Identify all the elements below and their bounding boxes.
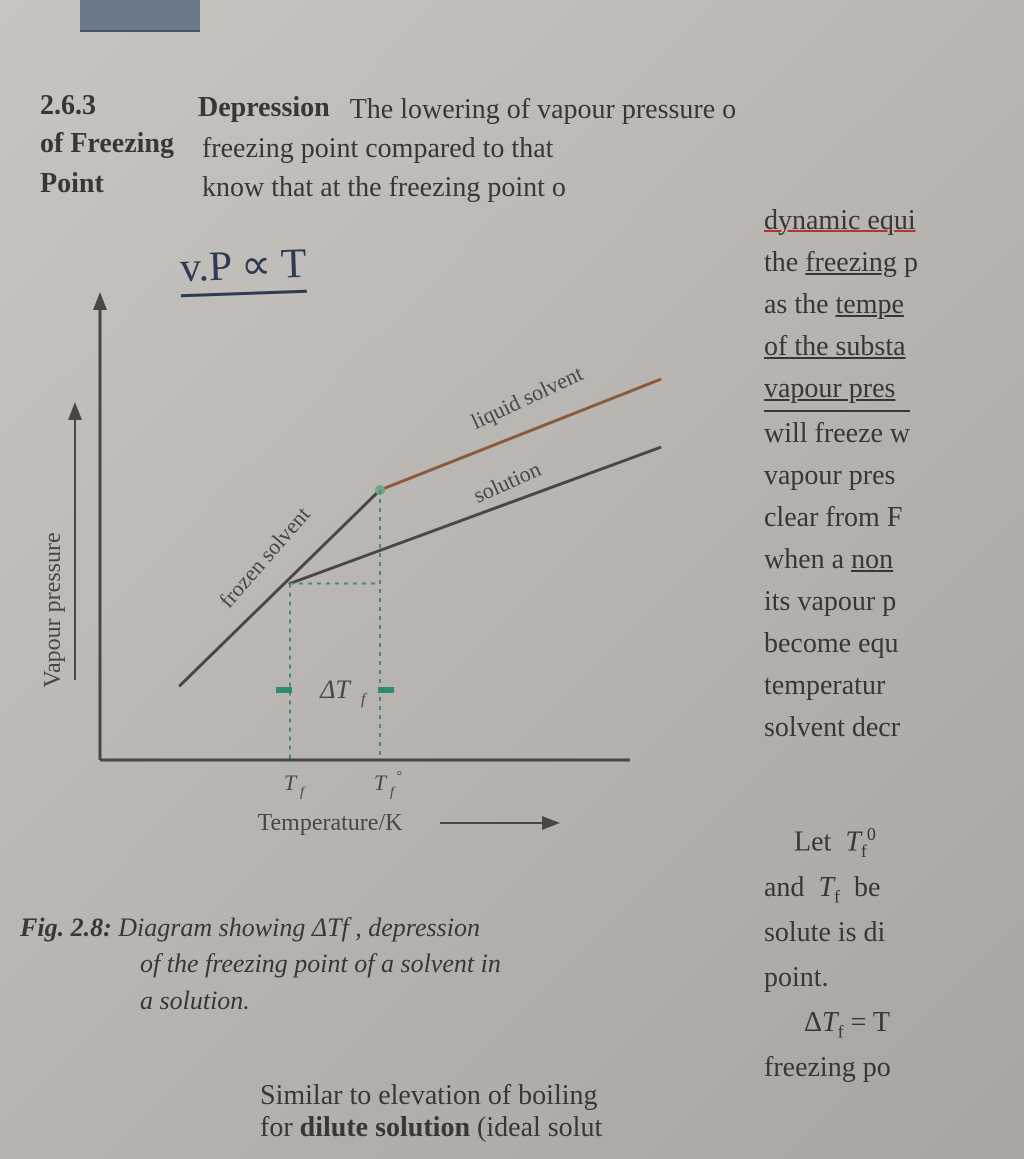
r11: temperatur bbox=[764, 665, 1024, 707]
r6: vapour pres bbox=[764, 455, 1024, 497]
caption-l3: a solution. bbox=[140, 986, 250, 1015]
svg-text:liquid solvent: liquid solvent bbox=[467, 360, 587, 434]
br-l3: point. bbox=[764, 956, 1024, 1001]
svg-text:Vapour pressure: Vapour pressure bbox=[40, 532, 66, 687]
svg-text:T: T bbox=[374, 770, 388, 795]
r5: will freeze w bbox=[764, 410, 1024, 455]
body-l2: freezing point compared to that bbox=[202, 129, 736, 168]
br-l2: solute is di bbox=[764, 911, 1024, 956]
freezing-point-chart: Vapour pressureΔTfTfTf°Temperature/Kfroz… bbox=[30, 260, 670, 880]
section-title-l1: Depression bbox=[198, 90, 330, 129]
r7: clear from F bbox=[764, 497, 1024, 539]
body-l1: The lowering of vapour pressure o bbox=[350, 90, 736, 129]
svg-text:Temperature/K: Temperature/K bbox=[258, 810, 404, 836]
header-tab bbox=[80, 0, 200, 32]
svg-text:solution: solution bbox=[469, 456, 544, 508]
bottom-paragraph: Similar to elevation of boiling for dilu… bbox=[260, 1080, 1020, 1144]
svg-text:°: ° bbox=[396, 769, 402, 784]
r8: when a non bbox=[764, 539, 1024, 581]
r9: its vapour p bbox=[764, 581, 1024, 623]
r12: solvent decr bbox=[764, 707, 1024, 749]
caption-l2: of the freezing point of a solvent in bbox=[140, 949, 501, 978]
section-header: 2.6.3 of Freezing Point Depression The l… bbox=[40, 90, 1004, 208]
bottom-right-col: Let Tf0 and Tf be solute is di point. ΔT… bbox=[764, 820, 1024, 1091]
svg-text:ΔT: ΔT bbox=[319, 675, 351, 704]
section-title-l2: of Freezing bbox=[40, 126, 174, 162]
section-number: 2.6.3 of Freezing Point bbox=[40, 90, 174, 203]
svg-text:T: T bbox=[284, 770, 298, 795]
section-number-text: 2.6.3 bbox=[40, 90, 174, 122]
body-l3: know that at the freezing point o bbox=[202, 168, 736, 207]
and-tf: and Tf be bbox=[764, 866, 1024, 911]
r2: as the tempe bbox=[764, 284, 1024, 326]
bottom-l2: for dilute solution (ideal solut bbox=[260, 1112, 1020, 1144]
chart-svg: Vapour pressureΔTfTfTf°Temperature/Kfroz… bbox=[30, 260, 670, 880]
bottom-l1: Similar to elevation of boiling bbox=[260, 1080, 1020, 1112]
caption-l1: Diagram showing ΔTf , depression bbox=[118, 913, 480, 942]
delta-eq: ΔTf = T bbox=[804, 1001, 1024, 1046]
svg-text:f: f bbox=[361, 691, 368, 708]
right-text-col: dynamic equi the freezing p as the tempe… bbox=[764, 200, 1024, 749]
svg-text:frozen solvent: frozen solvent bbox=[214, 502, 315, 613]
page: 2.6.3 of Freezing Point Depression The l… bbox=[0, 0, 1024, 1159]
section-body-col: Depression The lowering of vapour pressu… bbox=[198, 90, 736, 208]
figure-caption: Fig. 2.8: Diagram showing ΔTf , depressi… bbox=[20, 910, 660, 1019]
r0: dynamic equi bbox=[764, 200, 1024, 242]
section-title-l3: Point bbox=[40, 166, 174, 202]
r4: vapour pres bbox=[764, 368, 1024, 410]
svg-text:f: f bbox=[300, 785, 306, 800]
r10: become equ bbox=[764, 623, 1024, 665]
caption-lead: Fig. 2.8: bbox=[20, 913, 112, 942]
let-tf0: Let Tf0 bbox=[794, 820, 1024, 866]
r1: the freezing p bbox=[764, 242, 1024, 284]
r3: of the substa bbox=[764, 326, 1024, 368]
svg-text:f: f bbox=[390, 785, 396, 800]
